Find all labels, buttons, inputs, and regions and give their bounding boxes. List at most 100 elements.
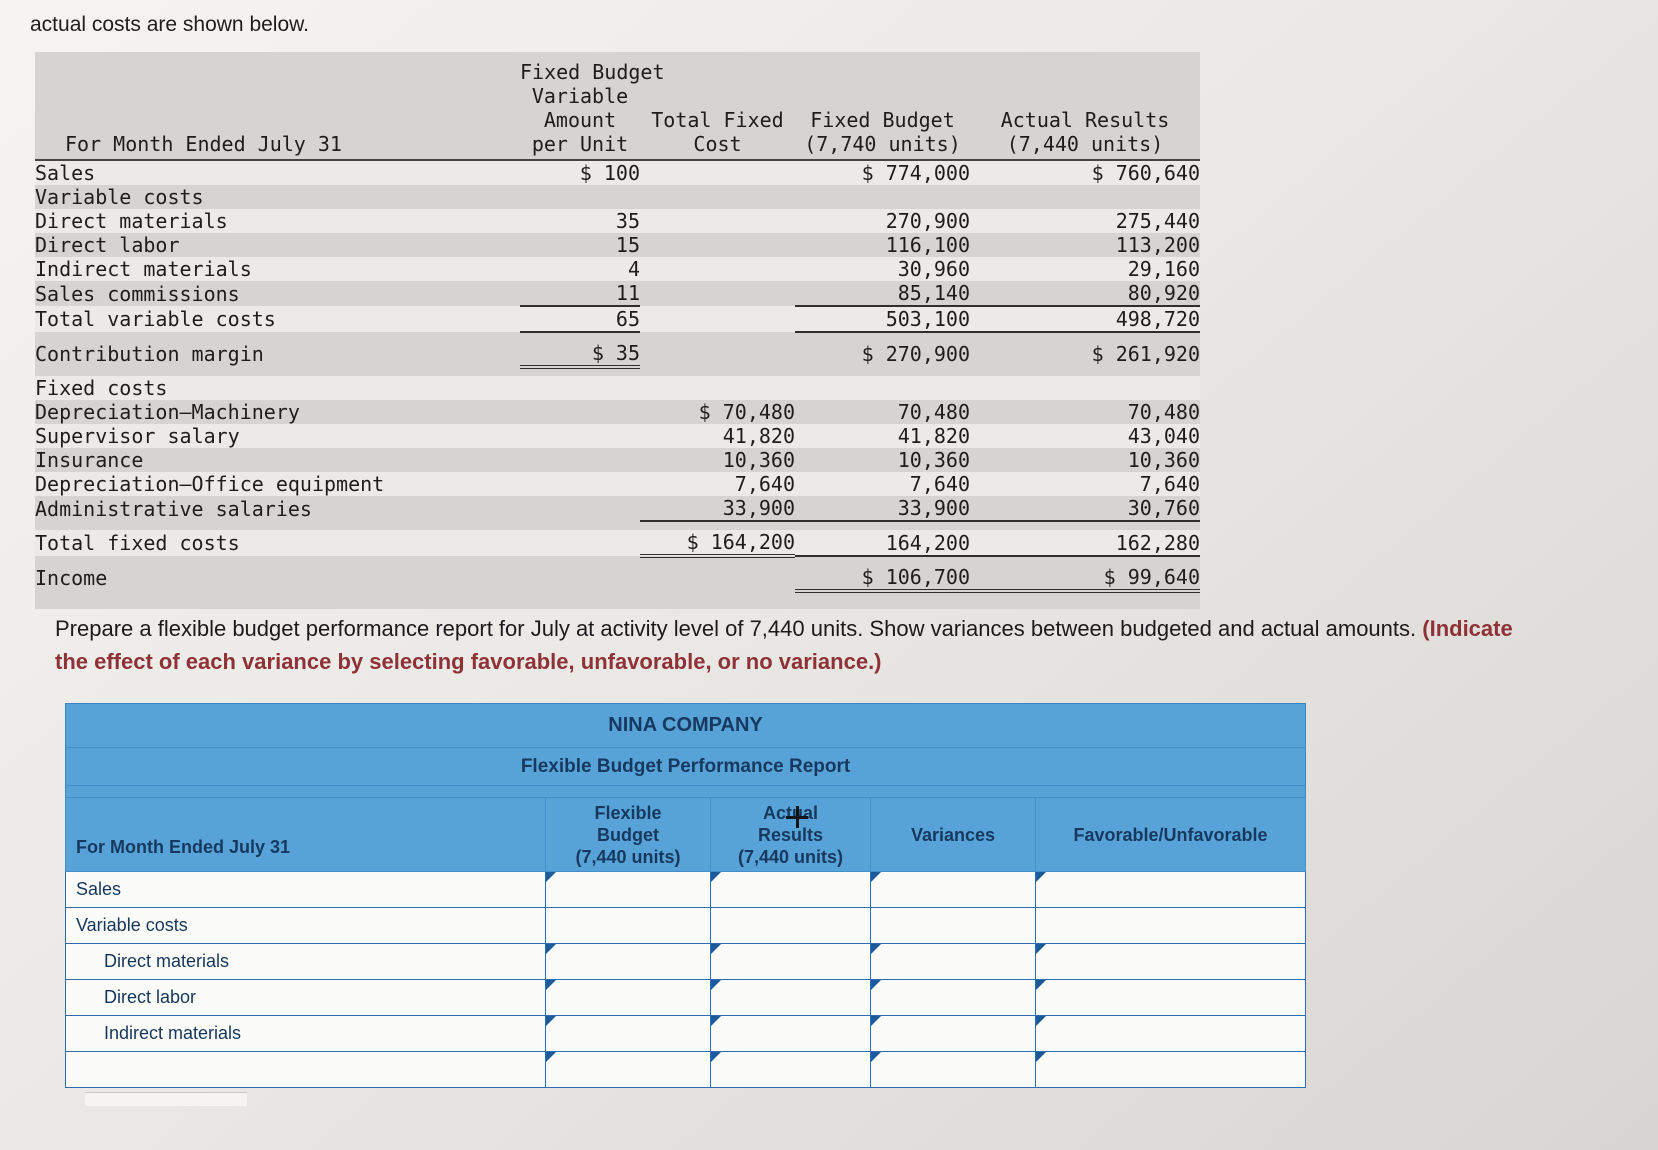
input-marker-icon — [871, 1052, 881, 1062]
input-marker-icon — [711, 980, 721, 990]
report-row-label: Sales — [65, 871, 546, 908]
input-cell-flexible-budget[interactable] — [545, 943, 711, 980]
fixed-value-cell: 80,920 — [970, 281, 1200, 307]
fixed-row-label: Sales — [35, 160, 520, 185]
input-marker-icon — [546, 872, 556, 882]
fixed-value-cell: $ 106,700 — [795, 565, 970, 593]
fixed-value-cell: 4 — [520, 257, 640, 281]
fixed-budget-row: Supervisor salary 41,820 41,820 43,040 — [35, 424, 1200, 448]
input-cell-variances[interactable] — [870, 943, 1036, 980]
fixed-value-cell: 41,820 — [795, 424, 970, 448]
report-table: NINA COMPANY Flexible Budget Performance… — [65, 703, 1307, 1088]
input-cell-variances[interactable] — [870, 1051, 1036, 1088]
input-cell-flexible-budget[interactable] — [545, 871, 711, 908]
fixed-budget-row: Direct labor 15 116,100 113,200 — [35, 233, 1200, 257]
fixed-value-cell — [970, 185, 1200, 209]
fixed-budget-row: Contribution margin $ 35 $ 270,900 $ 261,92… — [35, 341, 1200, 369]
fixed-value-cell: 10,360 — [897, 448, 970, 472]
fixed-value-cell: 7,640 — [795, 472, 970, 496]
fixed-value-cell: 30,760 — [970, 496, 1200, 522]
fixed-value-cell — [520, 424, 640, 448]
report-col-label: For Month Ended July 31 — [65, 797, 546, 872]
input-marker-icon — [546, 980, 556, 990]
report-row: Indirect materials — [65, 1015, 1307, 1052]
fixed-value-cell: 70,480 — [1127, 400, 1200, 424]
fixed-budget-row: Direct materials 35 270,900 275,440 — [35, 209, 1200, 233]
input-cell-flexible-budget[interactable] — [545, 1087, 711, 1088]
report-row-label: Direct labor — [65, 979, 546, 1016]
input-cell-favorable-unfavorable[interactable] — [1034, 943, 1307, 980]
fixed-value-cell: 7,640 — [970, 472, 1200, 496]
input-cell-favorable-unfavorable[interactable] — [1034, 1015, 1307, 1052]
fixed-value-cell: 498,720 — [970, 306, 1200, 333]
fixed-value-cell: $ 35 — [520, 341, 640, 369]
fixed-budget-row: Sales $ 100 $ 774,000 $ 760,640 — [35, 160, 1200, 185]
input-cell-variances[interactable] — [870, 979, 1036, 1016]
input-cell-flexible-budget[interactable] — [545, 979, 711, 1016]
input-cell-favorable-unfavorable[interactable] — [1034, 979, 1307, 1016]
fixed-value-cell: 275,440 — [970, 209, 1200, 233]
input-cell-favorable-unfavorable[interactable] — [1034, 871, 1307, 908]
input-cell-actual-results[interactable] — [710, 1015, 871, 1052]
fixed-value-cell: $ 270,900 — [861, 342, 970, 366]
input-cell-actual-results[interactable] — [710, 871, 871, 908]
input-cell-variances[interactable] — [870, 1087, 1036, 1088]
fixed-value-cell — [640, 306, 795, 332]
fixed-value-cell: 164,200 — [795, 530, 970, 557]
fixed-budget-header-row: For Month Ended July 31 Fixed Budget Var… — [35, 60, 1200, 161]
input-marker-icon — [1036, 980, 1046, 990]
instructions-main: Prepare a flexible budget performance re… — [55, 616, 1423, 641]
report-header-spacer — [65, 785, 1306, 798]
fixed-value-cell — [640, 257, 795, 281]
input-cell-actual-results[interactable] — [710, 1051, 871, 1088]
input-cell-actual-results[interactable] — [710, 943, 871, 980]
fixed-value-cell — [640, 160, 795, 185]
section-gap — [35, 556, 1200, 565]
input-cell-flexible-budget[interactable] — [545, 1015, 711, 1052]
fixed-value-cell: 85,140 — [795, 281, 970, 307]
fixed-value-cell — [520, 400, 640, 424]
fixed-budget-row: Depreciation—Machinery $ 70,480 70,480 70,4… — [35, 400, 1200, 424]
report-row-label: Direct materials — [65, 943, 546, 980]
fixed-row-label: Income — [35, 566, 108, 590]
fixed-value-cell — [640, 209, 795, 233]
input-cell-variances[interactable] — [870, 1015, 1036, 1052]
fixed-budget-row: Total fixed costs $ 164,200 164,200 162,280 — [35, 530, 1200, 558]
fixed-row-label: Depreciation—Machinery — [35, 400, 300, 424]
fixed-value-cell: 113,200 — [1115, 233, 1200, 257]
report-table-body: Sales Variable costs Direct materials Direc… — [65, 871, 1307, 1088]
fixed-value-cell — [520, 530, 640, 556]
fixed-value-cell: 29,160 — [970, 257, 1200, 281]
input-cell-favorable-unfavorable[interactable] — [1034, 1051, 1307, 1088]
fixed-value-cell: 33,900 — [640, 496, 795, 522]
fixed-value-cell — [795, 185, 970, 209]
input-marker-icon — [1036, 1016, 1046, 1026]
report-row-label: Variable costs — [65, 907, 546, 944]
fixed-budget-row: Depreciation—Office equipment 7,640 7,640 7… — [35, 472, 1200, 496]
fixed-value-cell: $ 774,000 — [795, 160, 970, 185]
fixed-row-label: Administrative salaries — [35, 496, 312, 521]
fixed-value-cell: 503,100 — [795, 306, 970, 333]
fixed-value-cell: 15 — [615, 233, 640, 257]
fixed-row-label: Supervisor salary — [35, 424, 520, 448]
empty-cell-actual-results — [710, 907, 871, 944]
report-col-favorable-unfavorable: Favorable/Unfavorable — [1034, 797, 1307, 872]
intro-text: actual costs are shown below. — [30, 13, 309, 36]
cursor-crosshair-icon — [786, 806, 808, 828]
input-cell-actual-results[interactable] — [710, 1087, 871, 1088]
fixed-value-cell: 33,900 — [795, 496, 970, 522]
report-row-label — [65, 1051, 546, 1088]
col-header-per-unit: Fixed Budget Variable Amount per Unit — [520, 60, 665, 161]
input-cell-actual-results[interactable] — [710, 979, 871, 1016]
input-cell-flexible-budget[interactable] — [545, 1051, 711, 1088]
fixed-row-label: Fixed costs — [35, 376, 520, 400]
fixed-value-cell — [640, 233, 795, 257]
input-cell-variances[interactable] — [870, 871, 1036, 908]
fixed-row-label: Insurance — [35, 448, 144, 472]
input-cell-favorable-unfavorable[interactable] — [1034, 1087, 1307, 1088]
col-header-fixed-budget: Fixed Budget (7,740 units) — [795, 60, 970, 161]
fixed-value-cell — [640, 341, 795, 367]
report-row: Direct materials — [65, 943, 1307, 980]
report-row — [65, 1051, 1307, 1088]
report-col-variances: Variances — [870, 797, 1036, 872]
